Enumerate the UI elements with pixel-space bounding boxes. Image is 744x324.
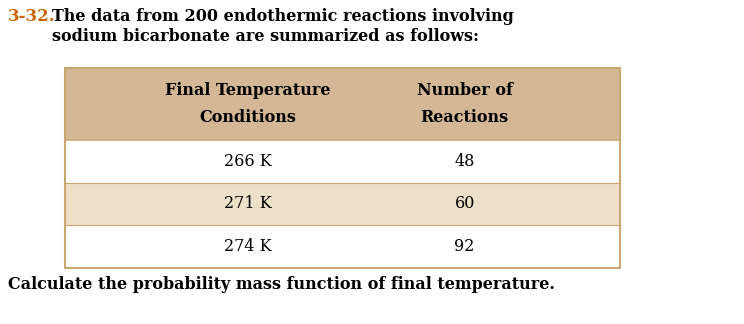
- Text: 48: 48: [455, 153, 475, 170]
- Text: 274 K: 274 K: [225, 238, 272, 255]
- Text: 92: 92: [455, 238, 475, 255]
- Text: 266 K: 266 K: [224, 153, 272, 170]
- Text: 60: 60: [455, 195, 475, 213]
- Text: Final Temperature: Final Temperature: [165, 82, 331, 99]
- Bar: [65, 140, 620, 183]
- Bar: [65, 68, 620, 268]
- Text: Number of: Number of: [417, 82, 513, 99]
- Text: 3-32.: 3-32.: [8, 8, 56, 25]
- Bar: [65, 183, 620, 225]
- Text: Reactions: Reactions: [420, 109, 509, 126]
- Text: Conditions: Conditions: [199, 109, 297, 126]
- Bar: [65, 68, 620, 140]
- Bar: [65, 225, 620, 268]
- Text: Calculate the probability mass function of final temperature.: Calculate the probability mass function …: [8, 276, 555, 293]
- Text: The data from 200 endothermic reactions involving
sodium bicarbonate are summari: The data from 200 endothermic reactions …: [52, 8, 514, 45]
- Text: 271 K: 271 K: [224, 195, 272, 213]
